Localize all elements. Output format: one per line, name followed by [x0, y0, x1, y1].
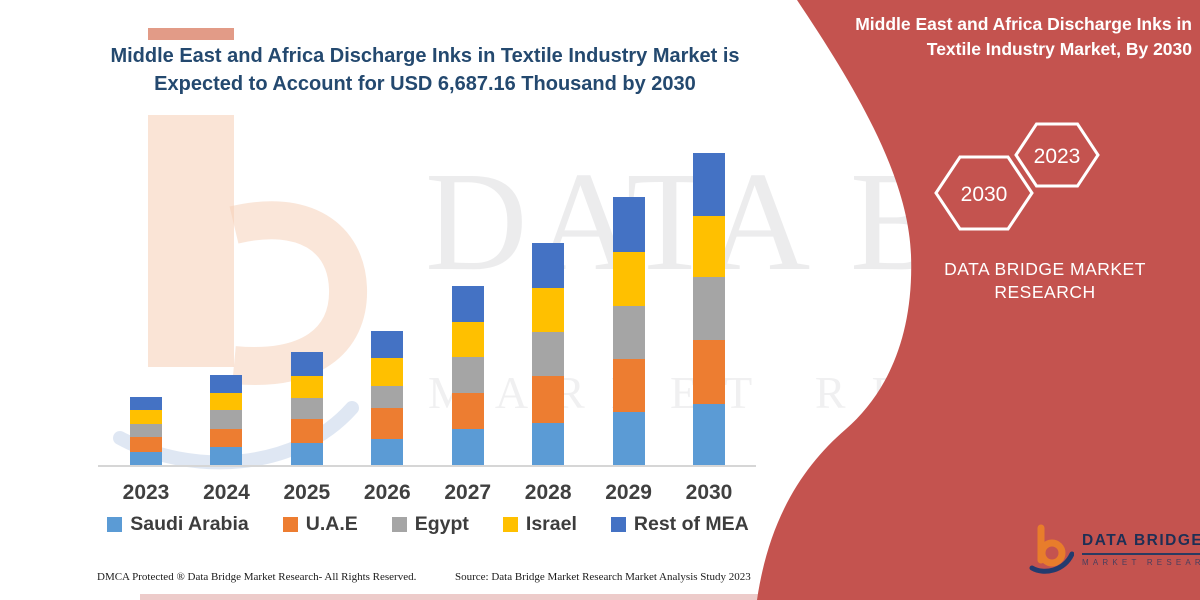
- bar-2023-segment-saudi-arabia: [130, 452, 162, 465]
- bar-2027-segment-israel: [451, 322, 484, 358]
- x-tick-label-2028: 2028: [524, 481, 572, 504]
- bar-2030-segment-rest-of-mea: [693, 153, 725, 217]
- bar-2029-segment-egypt: [612, 306, 645, 360]
- chart-title-line2: Expected to Account for USD 6,687.16 Tho…: [154, 73, 696, 95]
- bar-2024: [210, 375, 243, 465]
- bar-2024-segment-u-a-e: [210, 429, 243, 447]
- bar-2030-segment-egypt: [693, 277, 725, 341]
- bar-2029-segment-saudi-arabia: [612, 412, 645, 465]
- bar-2027-segment-rest-of-mea: [451, 286, 484, 323]
- bar-2027-segment-egypt: [451, 357, 484, 394]
- logo-text: DATA BRIDGE MARKET RESEARCH: [1082, 532, 1200, 567]
- bar-2023-segment-u-a-e: [130, 437, 162, 453]
- footer-dmca: DMCA Protected ® Data Bridge Market Rese…: [97, 571, 417, 583]
- legend-swatch-rest-of-mea: [610, 517, 626, 532]
- bar-2025-segment-u-a-e: [290, 419, 323, 444]
- bar-2027: [451, 286, 484, 465]
- bar-2025-segment-egypt: [290, 398, 323, 420]
- legend-swatch-egypt: [391, 517, 407, 532]
- x-tick-label-2029: 2029: [605, 481, 652, 504]
- watermark-bottom-strip: [140, 594, 1200, 600]
- bar-2025-segment-saudi-arabia: [290, 443, 323, 465]
- bar-2030: [693, 153, 725, 465]
- logo-name: DATA BRIDGE: [1082, 532, 1200, 555]
- bar-2024-segment-rest-of-mea: [210, 375, 243, 394]
- x-tick-label-2024: 2024: [203, 481, 250, 504]
- bar-2028-segment-rest-of-mea: [532, 243, 565, 289]
- bar-2027-segment-u-a-e: [451, 393, 484, 430]
- bar-2024-segment-israel: [210, 393, 243, 411]
- legend-label-saudi-arabia: Saudi Arabia: [130, 513, 249, 535]
- legend-label-egypt: Egypt: [414, 513, 469, 535]
- legend-item-israel: Israel: [502, 513, 577, 536]
- bar-2025: [290, 352, 323, 465]
- x-tick-label-2027: 2027: [444, 481, 492, 504]
- bar-2029: [612, 197, 645, 465]
- x-tick-label-2030: 2030: [685, 481, 733, 504]
- bar-2029-segment-u-a-e: [612, 359, 645, 413]
- legend-swatch-israel: [502, 517, 518, 532]
- bar-2026-segment-rest-of-mea: [371, 331, 404, 359]
- bar-2024-segment-egypt: [210, 410, 243, 429]
- bar-2028-segment-u-a-e: [532, 376, 565, 424]
- bar-2027-segment-saudi-arabia: [451, 429, 484, 465]
- x-tick-label-2023: 2023: [122, 481, 170, 504]
- x-tick-label-2025: 2025: [283, 481, 331, 504]
- bar-2028: [532, 243, 565, 465]
- bar-2029-segment-rest-of-mea: [612, 197, 645, 253]
- bar-2028-segment-israel: [532, 288, 565, 333]
- chart-title-line1: Middle East and Africa Discharge Inks in…: [110, 45, 740, 67]
- legend-item-saudi-arabia: Saudi Arabia: [107, 513, 249, 536]
- x-axis-line: [98, 465, 756, 467]
- bar-2025-segment-rest-of-mea: [290, 352, 323, 377]
- bar-2024-segment-saudi-arabia: [210, 447, 243, 465]
- legend-label-u-a-e: U.A.E: [305, 513, 358, 535]
- legend-item-egypt: Egypt: [391, 513, 469, 536]
- bar-2023: [130, 397, 162, 465]
- bar-2028-segment-saudi-arabia: [532, 423, 565, 465]
- bar-2026-segment-u-a-e: [371, 408, 404, 440]
- bar-2030-segment-u-a-e: [693, 340, 725, 405]
- bar-2025-segment-israel: [290, 376, 323, 399]
- legend-label-rest-of-mea: Rest of MEA: [633, 513, 749, 535]
- bar-2026-segment-israel: [371, 358, 404, 387]
- dbmr-logo-b-icon: [1029, 524, 1074, 574]
- bar-2030-segment-israel: [693, 216, 725, 278]
- legend: Saudi Arabia U.A.E Egypt Israel Rest of MEA: [100, 513, 756, 536]
- legend-swatch-u-a-e: [282, 517, 298, 532]
- bar-2023-segment-rest-of-mea: [130, 397, 162, 411]
- bar-2023-segment-israel: [130, 410, 162, 425]
- chart-title: Middle East and Africa Discharge Inks in…: [95, 42, 755, 98]
- legend-label-israel: Israel: [525, 513, 577, 535]
- bar-2029-segment-israel: [612, 252, 645, 307]
- bar-2026: [371, 331, 404, 465]
- x-tick-label-2026: 2026: [363, 481, 411, 504]
- bar-2023-segment-egypt: [130, 424, 162, 438]
- dbmr-logo: DATA BRIDGE MARKET RESEARCH: [1028, 524, 1200, 574]
- legend-item-rest-of-mea: Rest of MEA: [610, 513, 749, 536]
- legend-item-u-a-e: U.A.E: [282, 513, 358, 536]
- legend-swatch-saudi-arabia: [107, 517, 123, 532]
- bar-2026-segment-egypt: [371, 386, 404, 409]
- bar-2028-segment-egypt: [532, 332, 565, 377]
- bar-2030-segment-saudi-arabia: [693, 404, 725, 465]
- footer-source: Source: Data Bridge Market Research Mark…: [455, 571, 751, 583]
- logo-subtitle: MARKET RESEARCH: [1082, 557, 1200, 567]
- bar-2026-segment-saudi-arabia: [371, 439, 404, 465]
